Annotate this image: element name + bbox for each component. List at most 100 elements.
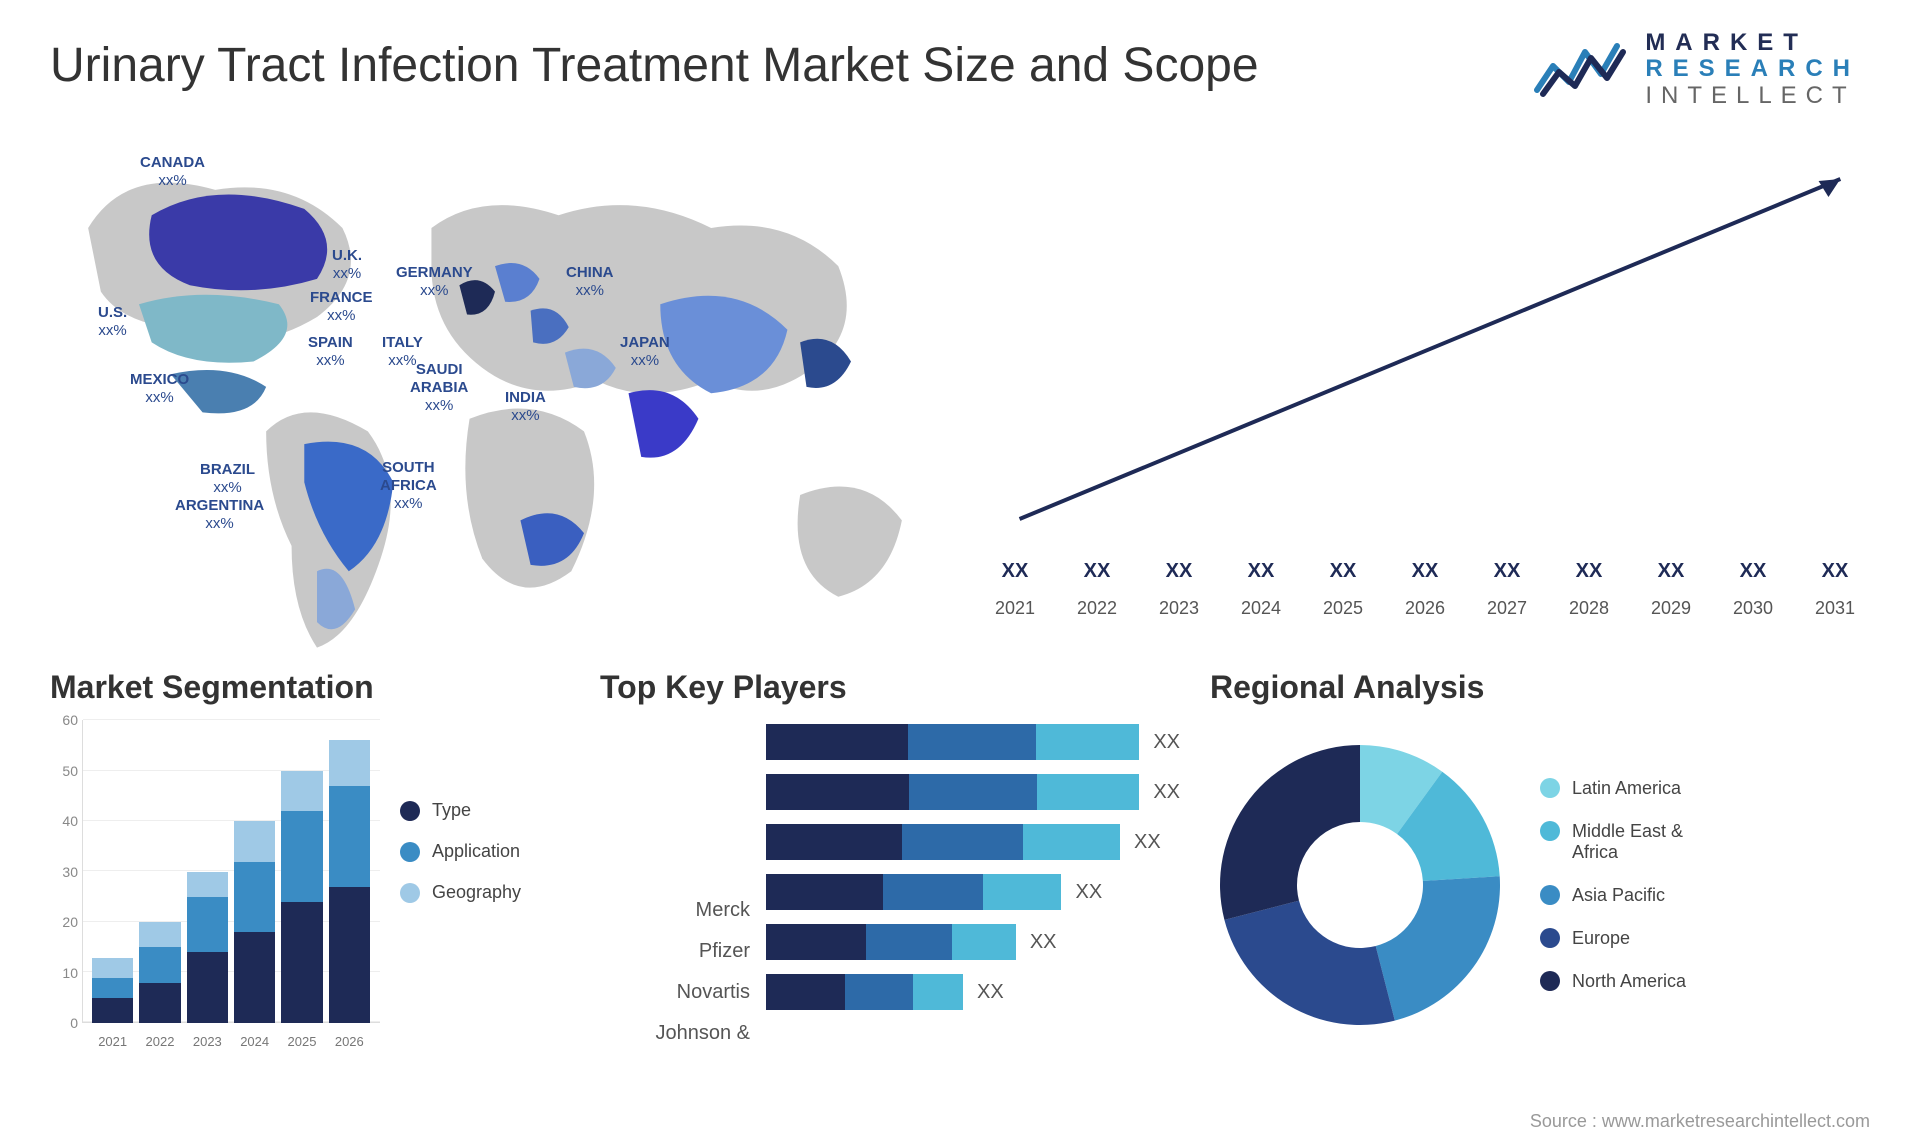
seg-ytick: 20 bbox=[50, 914, 78, 930]
donut-slice bbox=[1224, 900, 1394, 1024]
player-segment bbox=[766, 724, 908, 760]
player-bar bbox=[766, 974, 963, 1010]
growth-chart-panel: XXXXXXXXXXXXXXXXXXXXXX 20212022202320242… bbox=[980, 139, 1870, 619]
seg-segment bbox=[139, 947, 180, 982]
bottom-row: Market Segmentation 20212022202320242025… bbox=[50, 669, 1870, 1049]
region-legend-item: Asia Pacific bbox=[1540, 885, 1686, 906]
map-label-china: CHINAxx% bbox=[566, 264, 614, 300]
seg-segment bbox=[187, 952, 228, 1023]
logo-line-2: RESEARCH bbox=[1645, 56, 1860, 82]
segmentation-panel: Market Segmentation 20212022202320242025… bbox=[50, 669, 570, 1049]
player-segment bbox=[766, 974, 845, 1010]
growth-bar-label: XX bbox=[1002, 560, 1029, 583]
seg-segment bbox=[92, 978, 133, 998]
player-segment bbox=[908, 724, 1037, 760]
seg-year-label: 2024 bbox=[234, 1034, 275, 1049]
player-name: Johnson & bbox=[655, 1022, 750, 1045]
seg-segment bbox=[187, 872, 228, 897]
growth-bar-2022: XX bbox=[1062, 560, 1132, 589]
donut-slice bbox=[1376, 876, 1500, 1020]
growth-bar-label: XX bbox=[1822, 560, 1849, 583]
growth-bar-2023: XX bbox=[1144, 560, 1214, 589]
growth-bar-2024: XX bbox=[1226, 560, 1296, 589]
growth-bar-2030: XX bbox=[1718, 560, 1788, 589]
seg-legend-item: Application bbox=[400, 841, 570, 862]
logo-icon bbox=[1533, 38, 1629, 102]
map-label-japan: JAPANxx% bbox=[620, 334, 670, 370]
player-row: XX bbox=[766, 924, 1180, 960]
growth-year-label: 2021 bbox=[980, 598, 1050, 619]
seg-year-label: 2025 bbox=[281, 1034, 322, 1049]
seg-ytick: 50 bbox=[50, 763, 78, 779]
seg-ytick: 0 bbox=[50, 1015, 78, 1031]
players-body: MerckPfizerNovartisJohnson & XXXXXXXXXXX… bbox=[600, 720, 1180, 1049]
page-title: Urinary Tract Infection Treatment Market… bbox=[50, 30, 1259, 93]
legend-swatch bbox=[1540, 821, 1560, 841]
player-bar bbox=[766, 824, 1120, 860]
seg-year-label: 2026 bbox=[329, 1034, 370, 1049]
growth-bar-label: XX bbox=[1412, 560, 1439, 583]
map-label-u-k-: U.K.xx% bbox=[332, 247, 362, 283]
legend-swatch bbox=[400, 883, 420, 903]
legend-label: Europe bbox=[1572, 928, 1630, 949]
legend-label: North America bbox=[1572, 971, 1686, 992]
seg-segment bbox=[329, 887, 370, 1023]
growth-year-label: 2029 bbox=[1636, 598, 1706, 619]
seg-segment bbox=[281, 771, 322, 811]
growth-year-label: 2028 bbox=[1554, 598, 1624, 619]
region-legend-item: Middle East & Africa bbox=[1540, 821, 1686, 863]
logo-line-1: MARKET bbox=[1645, 30, 1860, 56]
logo-text: MARKET RESEARCH INTELLECT bbox=[1645, 30, 1860, 109]
segmentation-xaxis: 202120222023202420252026 bbox=[82, 1034, 380, 1049]
seg-ytick: 30 bbox=[50, 864, 78, 880]
regional-body: Latin AmericaMiddle East & AfricaAsia Pa… bbox=[1210, 720, 1870, 1049]
seg-bar-2026 bbox=[329, 720, 370, 1023]
growth-year-label: 2030 bbox=[1718, 598, 1788, 619]
seg-segment bbox=[281, 902, 322, 1023]
growth-bars: XX XX XX XX XX XX XX XX XX XX XX bbox=[980, 189, 1870, 589]
growth-year-label: 2026 bbox=[1390, 598, 1460, 619]
seg-segment bbox=[329, 786, 370, 887]
seg-bar-2024 bbox=[234, 720, 275, 1023]
player-bar bbox=[766, 774, 1139, 810]
map-label-brazil: BRAZILxx% bbox=[200, 461, 255, 497]
growth-bar-label: XX bbox=[1330, 560, 1357, 583]
player-segment bbox=[845, 974, 914, 1010]
legend-swatch bbox=[400, 842, 420, 862]
growth-year-label: 2025 bbox=[1308, 598, 1378, 619]
growth-year-label: 2022 bbox=[1062, 598, 1132, 619]
player-bar bbox=[766, 924, 1016, 960]
segmentation-legend: Type Application Geography bbox=[400, 720, 570, 1049]
player-segment bbox=[1036, 724, 1139, 760]
seg-legend-item: Geography bbox=[400, 882, 570, 903]
world-map-panel: CANADAxx%U.S.xx%MEXICOxx%BRAZILxx%ARGENT… bbox=[50, 139, 940, 619]
growth-bar-label: XX bbox=[1576, 560, 1603, 583]
seg-segment bbox=[139, 922, 180, 947]
map-label-india: INDIAxx% bbox=[505, 389, 546, 425]
growth-bar-2027: XX bbox=[1472, 560, 1542, 589]
player-segment bbox=[913, 974, 963, 1010]
seg-legend-item: Type bbox=[400, 800, 570, 821]
growth-bar-label: XX bbox=[1494, 560, 1521, 583]
seg-segment bbox=[234, 932, 275, 1023]
player-bar bbox=[766, 724, 1139, 760]
growth-bar-label: XX bbox=[1166, 560, 1193, 583]
players-panel: Top Key Players MerckPfizerNovartisJohns… bbox=[600, 669, 1180, 1049]
growth-bar-2026: XX bbox=[1390, 560, 1460, 589]
seg-bar-2025 bbox=[281, 720, 322, 1023]
player-segment bbox=[983, 874, 1062, 910]
player-value: XX bbox=[977, 981, 1004, 1004]
growth-bar-label: XX bbox=[1658, 560, 1685, 583]
seg-ytick: 40 bbox=[50, 813, 78, 829]
legend-swatch bbox=[1540, 778, 1560, 798]
growth-bar-label: XX bbox=[1740, 560, 1767, 583]
regional-title: Regional Analysis bbox=[1210, 669, 1870, 706]
player-value: XX bbox=[1030, 931, 1057, 954]
map-label-u-s-: U.S.xx% bbox=[98, 304, 127, 340]
legend-swatch bbox=[1540, 928, 1560, 948]
player-segment bbox=[766, 874, 883, 910]
legend-label: Asia Pacific bbox=[1572, 885, 1665, 906]
player-segment bbox=[766, 824, 902, 860]
seg-bar-2022 bbox=[139, 720, 180, 1023]
player-segment bbox=[766, 924, 866, 960]
